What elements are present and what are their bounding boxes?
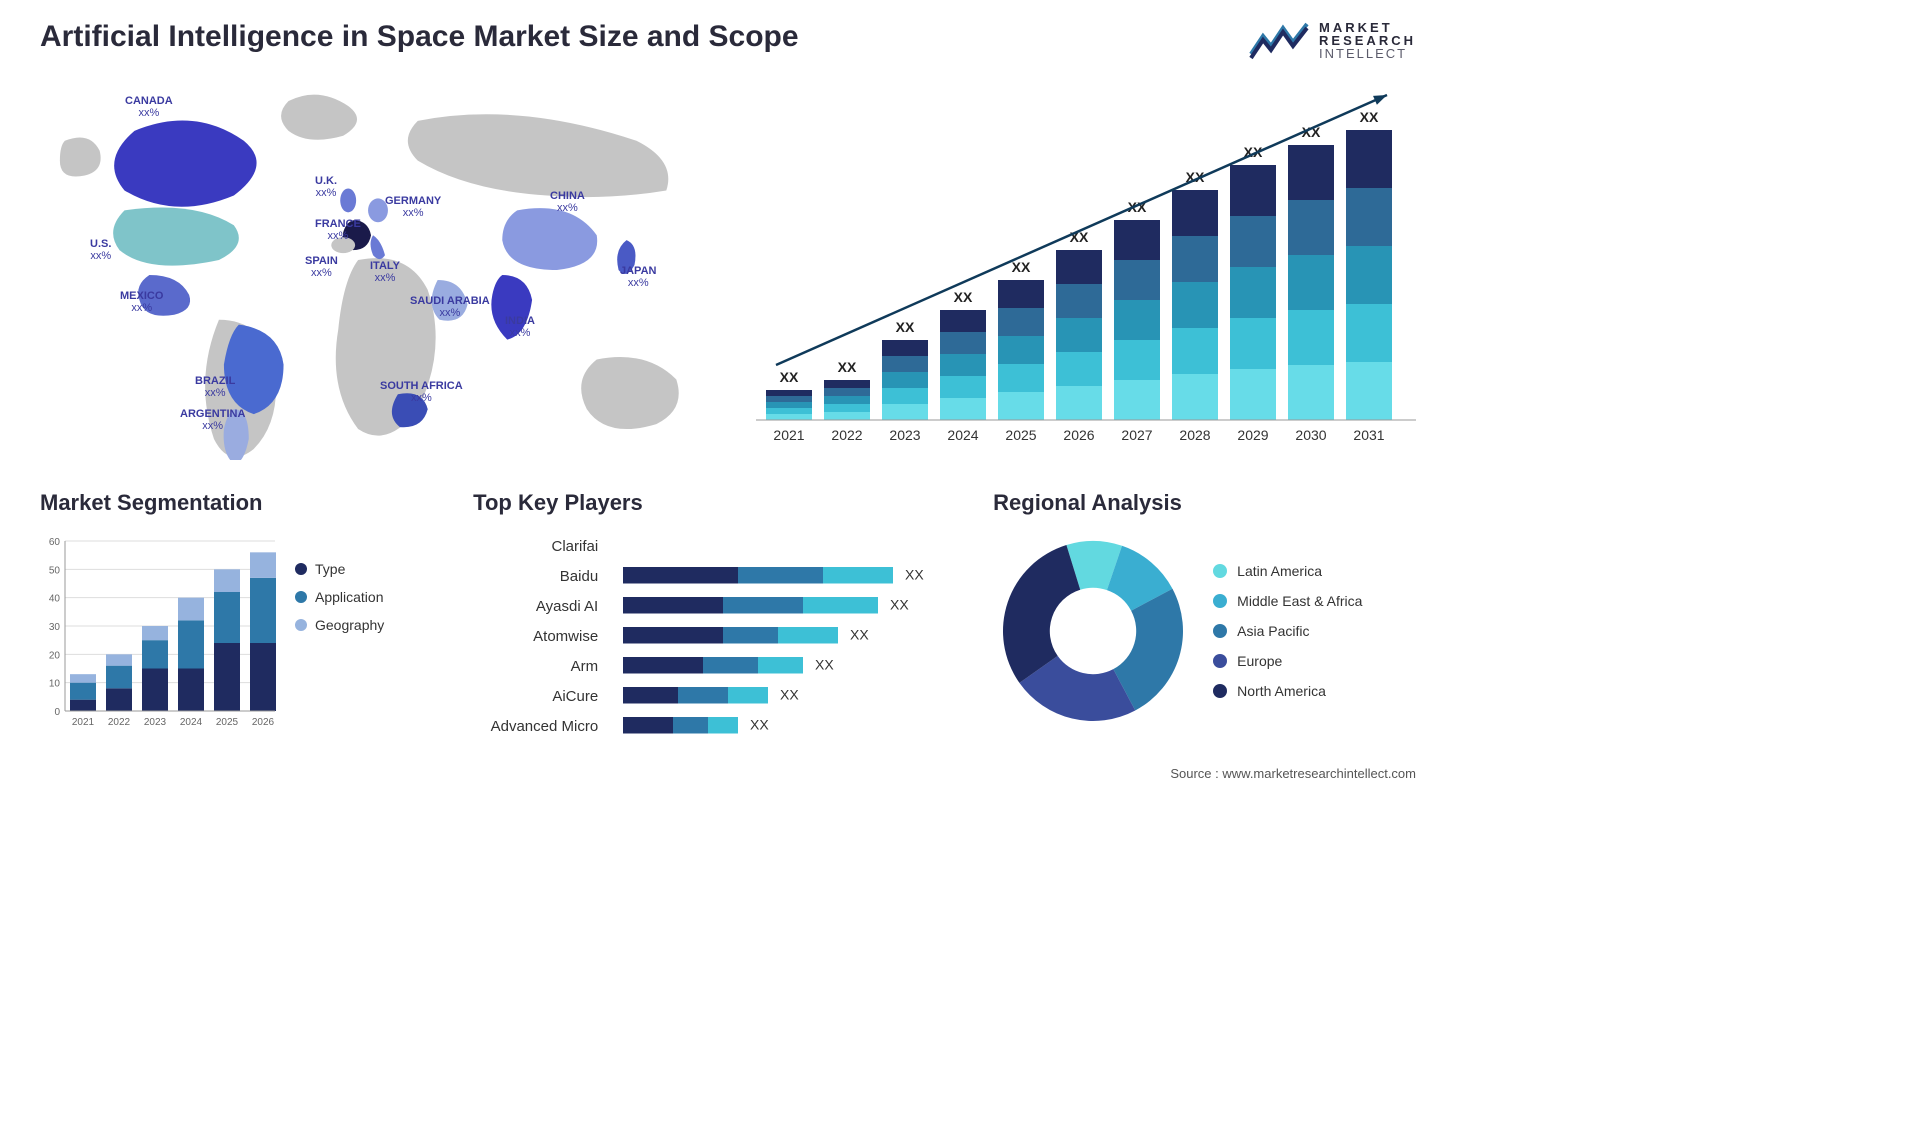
svg-text:2025: 2025 [216,717,239,728]
logo-text-1: MARKET [1319,21,1416,34]
svg-text:2021: 2021 [773,427,804,443]
svg-text:XX: XX [780,686,799,702]
main-bar-panel: XXXXXXXXXXXXXXXXXXXXXX 20212022202320242… [756,80,1416,460]
svg-text:2022: 2022 [108,717,131,728]
player-label: Ayasdi AI [473,598,598,615]
map-label-india: INDIAxx% [505,315,535,339]
svg-text:2031: 2031 [1353,427,1384,443]
svg-text:XX: XX [1012,259,1031,275]
svg-text:2024: 2024 [180,717,203,728]
segmentation-legend: Type Application Geography [295,531,384,731]
regional-legend-item: Latin America [1213,563,1362,579]
svg-text:XX: XX [1360,109,1379,125]
svg-text:2023: 2023 [889,427,920,443]
player-label: Clarifai [473,538,598,555]
map-label-saudi-arabia: SAUDI ARABIAxx% [410,295,490,319]
player-label: Arm [473,658,598,675]
segmentation-svg: 0 10 20 30 40 50 60 2021 2022 2023 2024 2025 2026 [40,531,280,731]
regional-panel: Regional Analysis Latin America Middle Ea… [993,490,1416,731]
player-label: Baidu [473,568,598,585]
players-svg: XX XX XX XX XX XX [623,531,963,741]
donut-svg [993,531,1193,731]
seg-legend-item: Geography [295,617,384,633]
svg-text:20: 20 [49,650,61,661]
seg-legend-item: Application [295,589,384,605]
svg-text:2027: 2027 [1121,427,1152,443]
segmentation-title: Market Segmentation [40,490,443,516]
svg-text:XX: XX [905,566,924,582]
logo-icon [1249,20,1309,60]
map-label-italy: ITALYxx% [370,260,400,284]
logo-text-2: RESEARCH [1319,34,1416,47]
map-label-south-africa: SOUTH AFRICAxx% [380,380,463,404]
map-label-u-s-: U.S.xx% [90,238,111,262]
svg-text:2025: 2025 [1005,427,1036,443]
page-title: Artificial Intelligence in Space Market … [40,20,799,54]
regional-legend: Latin America Middle East & Africa Asia Pa… [1213,563,1362,699]
svg-text:XX: XX [954,289,973,305]
map-label-mexico: MEXICOxx% [120,290,163,314]
svg-text:60: 60 [49,537,61,548]
regional-title: Regional Analysis [993,490,1416,516]
brand-logo: MARKET RESEARCH INTELLECT [1249,20,1416,60]
svg-text:XX: XX [896,319,915,335]
regional-legend-item: North America [1213,683,1362,699]
segmentation-panel: Market Segmentation 0 10 20 30 40 50 60 2021 20… [40,490,443,731]
regional-legend-item: Middle East & Africa [1213,593,1362,609]
player-label: AiCure [473,688,598,705]
regional-legend-item: Asia Pacific [1213,623,1362,639]
map-label-canada: CANADAxx% [125,95,173,119]
map-label-germany: GERMANYxx% [385,195,441,219]
svg-text:2024: 2024 [947,427,978,443]
map-label-brazil: BRAZILxx% [195,375,235,399]
seg-legend-item: Type [295,561,384,577]
map-label-france: FRANCExx% [315,218,361,242]
svg-text:2022: 2022 [831,427,862,443]
svg-text:XX: XX [850,626,869,642]
svg-text:2026: 2026 [1063,427,1094,443]
svg-text:2029: 2029 [1237,427,1268,443]
map-label-japan: JAPANxx% [620,265,656,289]
player-label: Atomwise [473,628,598,645]
players-title: Top Key Players [473,490,963,516]
svg-text:30: 30 [49,622,61,633]
svg-text:XX: XX [890,596,909,612]
svg-text:2030: 2030 [1295,427,1326,443]
player-label: Advanced Micro [473,718,598,735]
svg-text:2021: 2021 [72,717,95,728]
world-map-panel: CANADAxx% U.S.xx% MEXICOxx% BRAZILxx% ARGENT… [40,80,716,460]
svg-text:XX: XX [838,359,857,375]
svg-text:0: 0 [54,707,60,718]
svg-text:XX: XX [815,656,834,672]
main-bar-svg: XXXXXXXXXXXXXXXXXXXXXX 20212022202320242… [756,80,1416,460]
svg-text:10: 10 [49,679,61,690]
players-labels: Clarifai Baidu Ayasdi AI Atomwise Arm AiCure A… [473,531,603,741]
map-label-u-k-: U.K.xx% [315,175,337,199]
source-text: Source : www.marketresearchintellect.com [40,766,1416,781]
players-panel: Top Key Players Clarifai Baidu Ayasdi AI At… [473,490,963,741]
svg-text:XX: XX [780,369,799,385]
map-label-argentina: ARGENTINAxx% [180,408,245,432]
map-label-china: CHINAxx% [550,190,585,214]
svg-text:2026: 2026 [252,717,275,728]
regional-legend-item: Europe [1213,653,1362,669]
map-label-spain: SPAINxx% [305,255,338,279]
svg-text:2023: 2023 [144,717,167,728]
logo-text-3: INTELLECT [1319,47,1416,60]
svg-text:40: 40 [49,594,61,605]
svg-text:XX: XX [750,716,769,732]
svg-text:2028: 2028 [1179,427,1210,443]
svg-text:50: 50 [49,565,61,576]
